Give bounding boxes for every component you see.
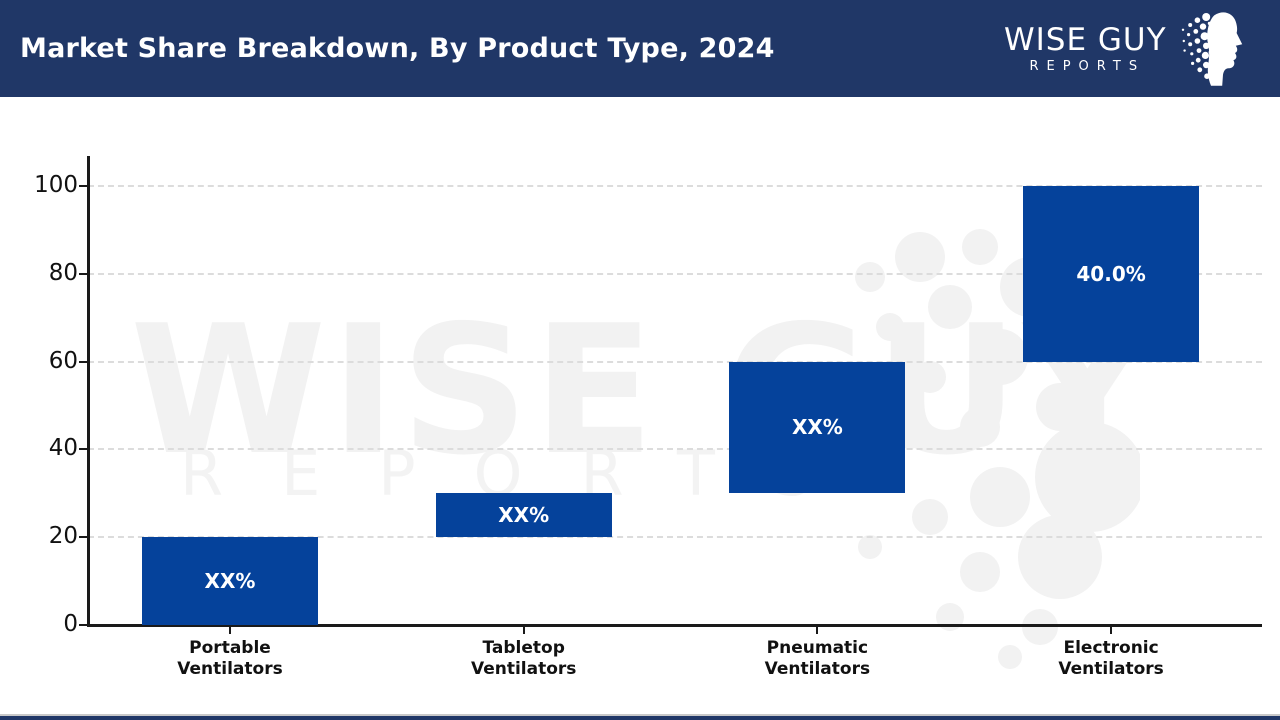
- y-gridline: [88, 448, 1262, 451]
- y-axis-tick-mark: [79, 272, 87, 275]
- x-axis-category-label: Electronic Ventilators: [1058, 638, 1164, 680]
- watermark-wordmark: WISE GUY: [130, 287, 1156, 494]
- y-axis-tick-label: 80: [48, 259, 78, 286]
- bar-value-label: 40.0%: [1076, 261, 1146, 286]
- y-gridline: [88, 536, 1262, 539]
- bar-value-label: XX%: [204, 569, 256, 594]
- bar-segment: XX%: [142, 537, 318, 625]
- y-axis-tick-label: 100: [34, 172, 78, 198]
- x-axis-tick-mark: [1110, 626, 1113, 634]
- footer-divider: [0, 714, 1280, 716]
- x-axis-tick-mark: [816, 626, 819, 634]
- bar-value-label: XX%: [498, 503, 550, 528]
- x-axis-tick-mark: [229, 626, 231, 634]
- x-axis-tick-mark: [522, 626, 525, 634]
- y-axis-tick-mark: [79, 360, 87, 363]
- logo-subtitle: REPORTS: [1029, 58, 1146, 74]
- x-axis-line: [87, 624, 1262, 627]
- bar-segment: 40.0%: [1023, 186, 1200, 362]
- watermark-head-icon: [848, 229, 1140, 669]
- header: Market Share Breakdown, By Product Type,…: [0, 0, 1280, 97]
- wise-guy-logo: WISE GUY REPORTS: [1004, 6, 1272, 92]
- y-axis-tick-mark: [79, 624, 87, 626]
- y-axis-tick-mark: [79, 448, 87, 451]
- x-axis-category-label: Portable Ventilators: [177, 638, 283, 680]
- logo-text: WISE GUY REPORTS: [1004, 24, 1167, 74]
- y-gridline: [88, 360, 1262, 363]
- footer-accent-bar: [0, 716, 1280, 720]
- logo-head-icon: [1181, 12, 1242, 86]
- y-axis-tick-label: 0: [63, 611, 78, 637]
- y-axis-tick-mark: [79, 536, 87, 539]
- y-gridline: [88, 185, 1262, 187]
- y-axis-line: [87, 156, 90, 627]
- y-axis-tick-label: 60: [48, 347, 78, 374]
- y-axis-tick-label: 40: [48, 435, 78, 462]
- x-axis-category-label: Tabletop Ventilators: [470, 638, 577, 680]
- x-axis-category-label: Pneumatic Ventilators: [764, 638, 871, 680]
- y-axis-tick-label: 20: [48, 523, 78, 550]
- y-axis-tick-mark: [79, 185, 87, 187]
- bar-segment: XX%: [729, 361, 906, 494]
- page-title: Market Share Breakdown, By Product Type,…: [20, 33, 775, 64]
- bar-segment: XX%: [435, 493, 612, 538]
- y-gridline: [88, 272, 1262, 275]
- bar-value-label: XX%: [791, 415, 843, 440]
- logo-wordmark: WISE GUY: [1004, 22, 1167, 59]
